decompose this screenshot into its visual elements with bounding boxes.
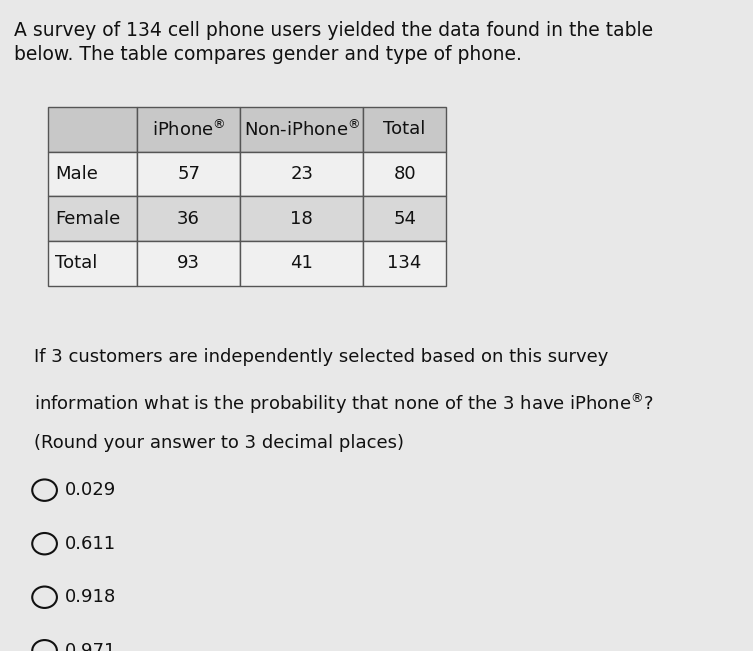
Text: 0.029: 0.029 (66, 481, 117, 499)
Bar (137, 197, 240, 241)
Text: 93: 93 (177, 255, 200, 272)
Bar (137, 241, 240, 286)
Text: 54: 54 (393, 210, 416, 228)
Text: (Round your answer to 3 decimal places): (Round your answer to 3 decimal places) (35, 434, 404, 452)
Text: iPhone$^\circledR$: iPhone$^\circledR$ (151, 119, 225, 140)
Bar (137, 152, 240, 197)
Bar (240, 152, 364, 197)
Text: 41: 41 (291, 255, 313, 272)
Bar (364, 152, 446, 197)
Text: 0.971: 0.971 (66, 642, 117, 651)
Bar (240, 107, 364, 152)
Bar (364, 107, 446, 152)
Text: 23: 23 (290, 165, 313, 183)
Bar (364, 197, 446, 241)
Text: 134: 134 (388, 255, 422, 272)
Text: A survey of 134 cell phone users yielded the data found in the table: A survey of 134 cell phone users yielded… (14, 21, 653, 40)
Bar (240, 241, 364, 286)
Text: 57: 57 (177, 165, 200, 183)
Text: 36: 36 (177, 210, 200, 228)
Text: 80: 80 (393, 165, 416, 183)
Bar (364, 241, 446, 286)
Text: 0.611: 0.611 (66, 534, 116, 553)
Text: below. The table compares gender and type of phone.: below. The table compares gender and typ… (14, 45, 522, 64)
Text: Male: Male (55, 165, 98, 183)
Bar (240, 197, 364, 241)
Bar (137, 107, 240, 152)
Text: 18: 18 (291, 210, 313, 228)
Bar (48, 197, 137, 241)
Bar (48, 107, 137, 152)
Bar (48, 152, 137, 197)
Text: Total: Total (383, 120, 425, 139)
Text: 0.918: 0.918 (66, 589, 117, 606)
Text: Non-iPhone$^\circledR$: Non-iPhone$^\circledR$ (244, 119, 360, 140)
Text: information what is the probability that none of the 3 have iPhone$^\circledR$?: information what is the probability that… (35, 391, 654, 415)
Text: If 3 customers are independently selected based on this survey: If 3 customers are independently selecte… (35, 348, 608, 366)
Text: Total: Total (55, 255, 97, 272)
Text: Female: Female (55, 210, 120, 228)
Bar (48, 241, 137, 286)
